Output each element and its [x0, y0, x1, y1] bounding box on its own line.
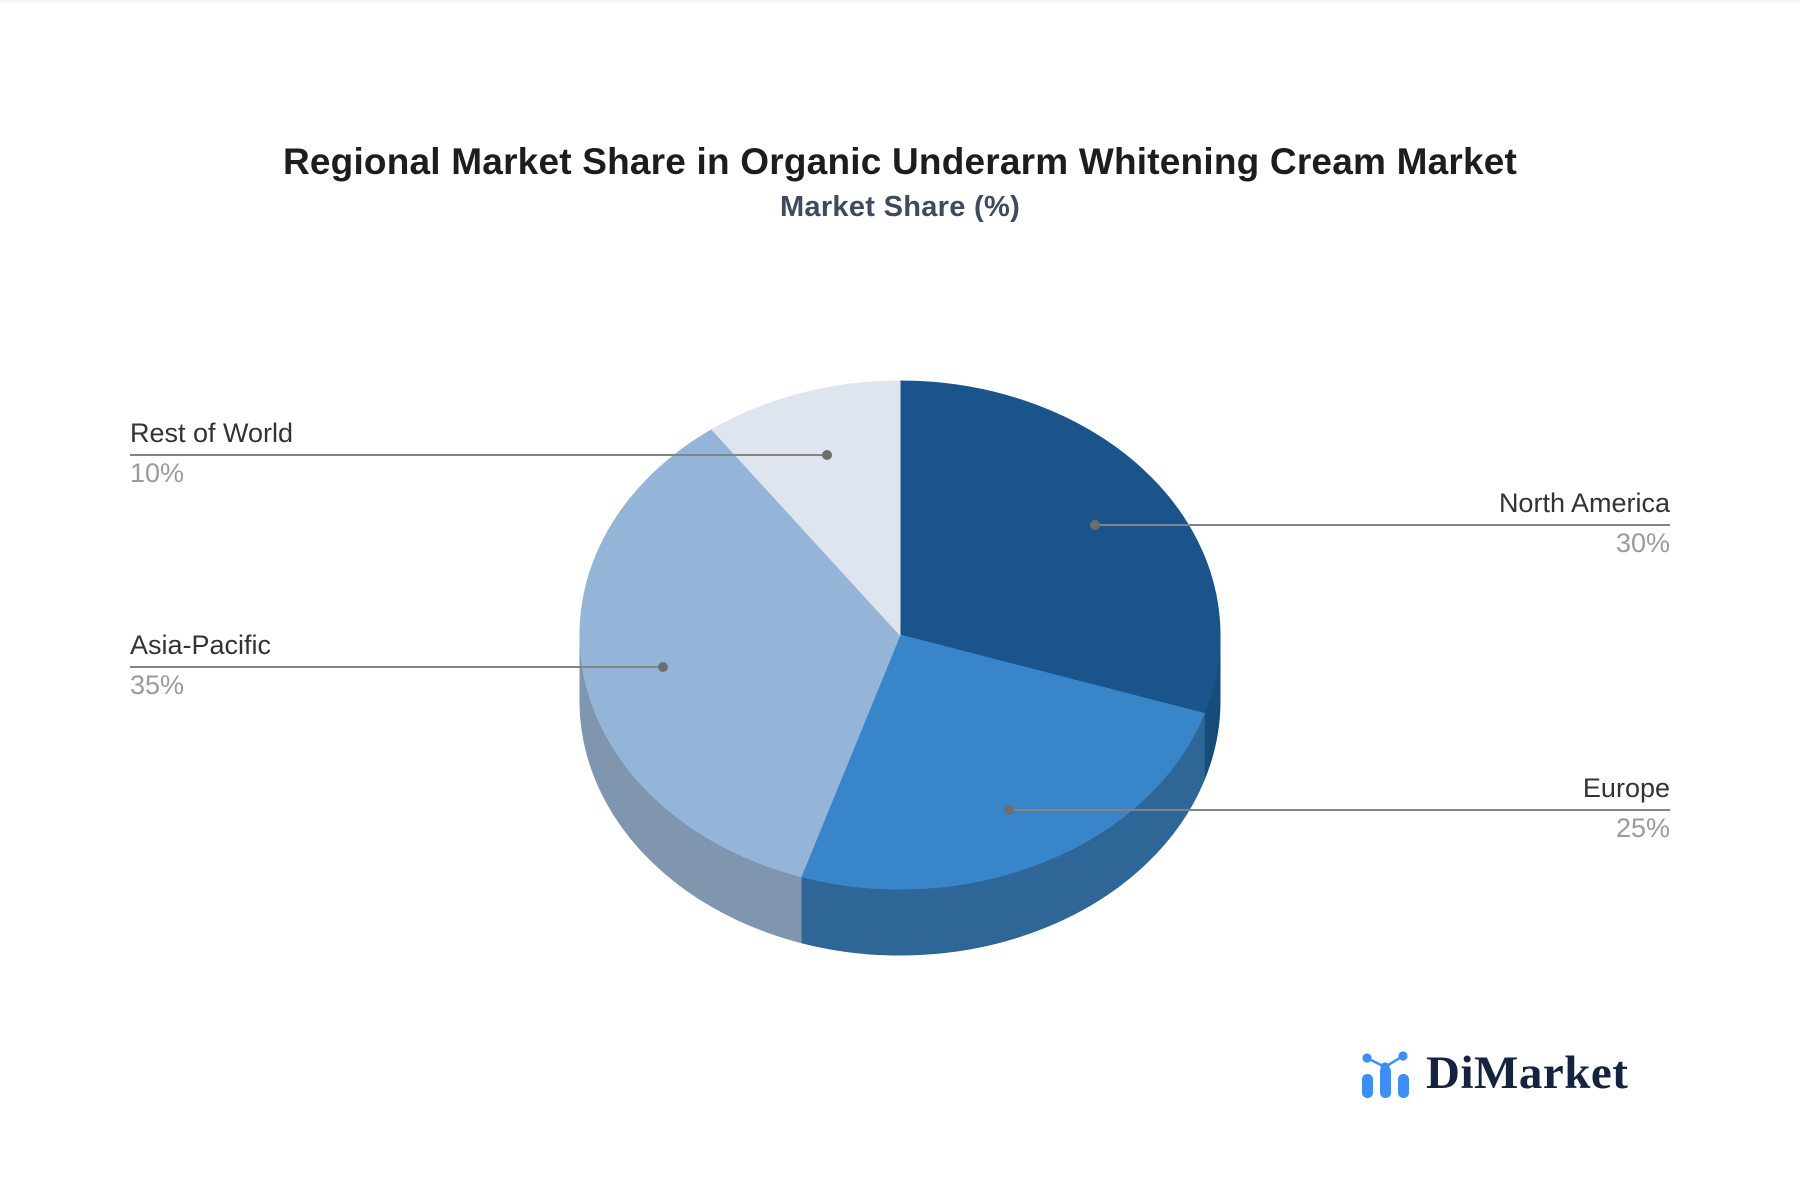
- callout-dot-europe: [1004, 805, 1014, 815]
- callout-dot-rest-of-world: [822, 450, 832, 460]
- slice-label: Rest of World: [130, 418, 294, 448]
- slice-label: Europe: [1582, 773, 1670, 803]
- callout-dot-north-america: [1090, 520, 1100, 530]
- pie-slice-north-america[interactable]: [899, 380, 1221, 715]
- callout-asia-pacific: Asia-Pacific 35%: [130, 629, 271, 701]
- chart-subtitle: Market Share (%): [779, 191, 1021, 223]
- dimarket-logo-text: DiMarket: [1426, 1047, 1629, 1099]
- pie-chart: [130, 380, 1670, 956]
- slice-label: North America: [1498, 488, 1670, 518]
- slice-percent: 10%: [130, 458, 185, 488]
- pie-slice-asia-pacific[interactable]: [579, 428, 901, 878]
- pie-slice-rest-of-world[interactable]: [711, 380, 901, 637]
- callout-rest-of-world: Rest of World 10%: [130, 417, 293, 489]
- callout-europe: Europe 25%: [1583, 772, 1670, 844]
- dimarket-logo: DiMarket: [1356, 1043, 1628, 1103]
- slice-percent: 30%: [1615, 528, 1670, 558]
- slice-label: Asia-Pacific: [130, 630, 272, 660]
- slice-percent: 25%: [1615, 813, 1670, 843]
- callout-dot-asia-pacific: [658, 662, 668, 672]
- slice-percent: 35%: [130, 670, 185, 700]
- chart-title: Regional Market Share in Organic Underar…: [282, 141, 1518, 182]
- callout-north-america: North America 30%: [1499, 487, 1670, 559]
- pie-slice-europe[interactable]: [800, 634, 1205, 890]
- bar-line-chart-icon: [1362, 1051, 1409, 1098]
